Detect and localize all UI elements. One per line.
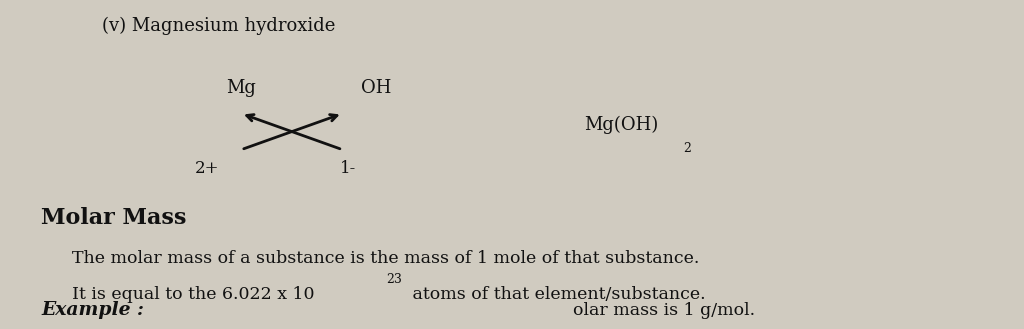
Text: 2: 2: [683, 141, 691, 155]
Text: Mg: Mg: [226, 79, 256, 97]
Text: OH: OH: [361, 79, 391, 97]
Text: Mg(OH): Mg(OH): [584, 116, 658, 134]
Text: atoms of that element/substance.: atoms of that element/substance.: [407, 286, 706, 303]
Text: Example :: Example :: [41, 301, 143, 319]
Text: olar mass is 1 g/mol.: olar mass is 1 g/mol.: [573, 302, 756, 319]
Text: 2+: 2+: [196, 160, 219, 177]
Text: 23: 23: [386, 273, 402, 286]
Text: It is equal to the 6.022 x 10: It is equal to the 6.022 x 10: [72, 286, 314, 303]
Text: Molar Mass: Molar Mass: [41, 207, 186, 229]
Text: 1-: 1-: [340, 160, 356, 177]
Text: (v) Magnesium hydroxide: (v) Magnesium hydroxide: [102, 16, 336, 35]
Text: The molar mass of a substance is the mass of 1 mole of that substance.: The molar mass of a substance is the mas…: [72, 250, 699, 267]
